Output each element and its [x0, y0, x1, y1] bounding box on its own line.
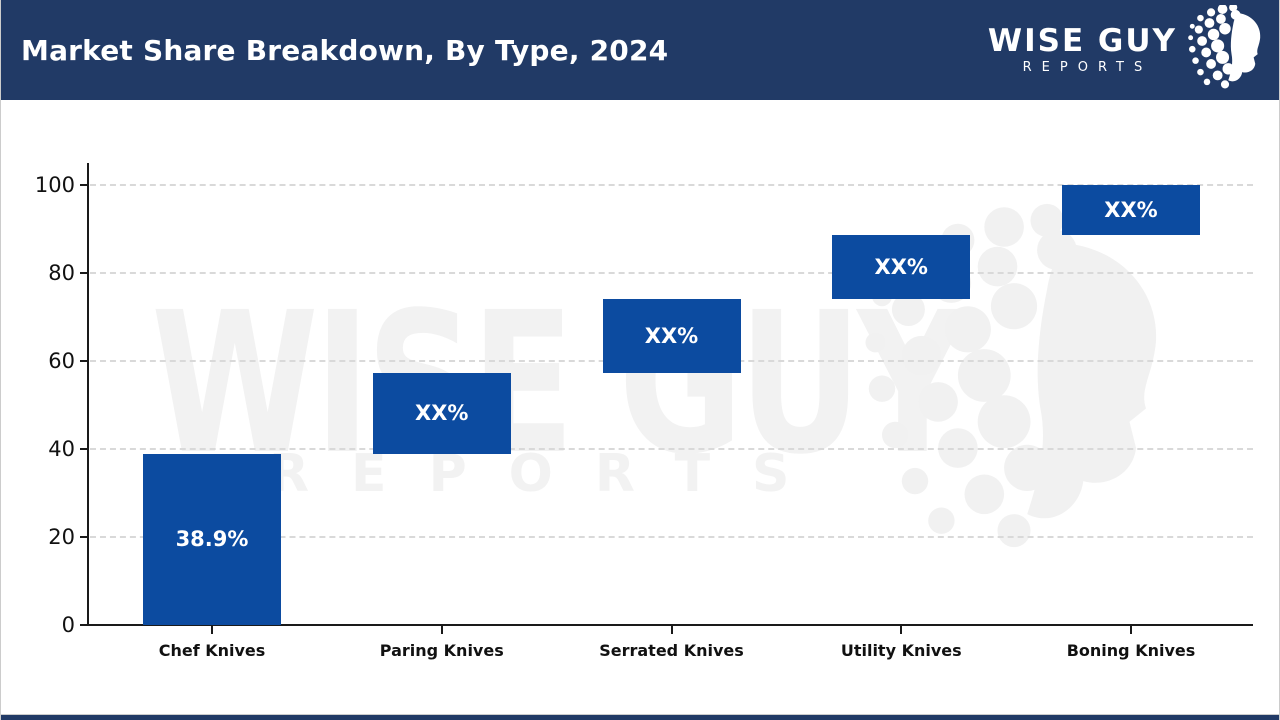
bar-value-label: XX% — [644, 324, 699, 349]
x-category-label-1: Paring Knives — [327, 641, 557, 660]
brand-logo-text: WISE GUY REPORTS — [988, 25, 1177, 75]
gridline-20 — [90, 536, 1253, 538]
gridline-80 — [90, 272, 1253, 274]
y-tick-label-20: 20 — [1, 525, 75, 549]
y-tick-label-0: 0 — [1, 613, 75, 637]
y-tick-80 — [80, 272, 88, 274]
bar-value-label: XX% — [874, 255, 928, 280]
y-tick-label-text: 0 — [61, 613, 75, 637]
x-category-label-text: Paring Knives — [379, 641, 504, 660]
footer-bar — [1, 714, 1279, 720]
x-tick-1 — [440, 626, 443, 634]
bar-value-label: XX% — [1104, 198, 1158, 223]
y-tick-label-text: 20 — [48, 525, 75, 549]
x-tick-4 — [1130, 626, 1132, 634]
gridline-40 — [90, 448, 1253, 450]
y-tick-label-40: 40 — [1, 437, 75, 461]
x-tick-3 — [900, 626, 903, 634]
y-tick-label-text: 80 — [48, 261, 75, 285]
x-category-label-4: Boning Knives — [1016, 641, 1246, 660]
x-tick-2 — [670, 626, 673, 634]
header: Market Share Breakdown, By Type, 2024 WI… — [1, 0, 1279, 100]
x-axis-line — [87, 624, 1253, 626]
dotted-face-profile-icon — [1188, 5, 1261, 89]
bar-2: XX% — [602, 299, 741, 373]
x-category-label-text: Serrated Knives — [599, 641, 744, 660]
y-tick-label-text: 40 — [48, 437, 75, 461]
x-category-label-2: Serrated Knives — [557, 641, 787, 660]
x-tick-0 — [211, 626, 213, 634]
y-tick-label-100: 100 — [1, 173, 75, 197]
bar-3: XX% — [832, 235, 971, 300]
watermark-subtext: REPORTS — [269, 444, 832, 504]
x-category-label-text: Chef Knives — [158, 641, 266, 660]
y-tick-0 — [80, 624, 88, 626]
watermark-wordmark: WISE GUY — [151, 270, 968, 497]
y-tick-20 — [80, 536, 88, 538]
bar-1: XX% — [372, 372, 511, 454]
y-tick-40 — [80, 448, 88, 450]
y-axis-line — [87, 163, 89, 626]
y-tick-100 — [80, 184, 88, 186]
x-category-label-0: Chef Knives — [97, 641, 327, 660]
logo-wordmark: WISE GUY — [987, 23, 1177, 60]
x-category-label-3: Utility Knives — [786, 641, 1016, 660]
y-tick-label-text: 100 — [34, 173, 75, 197]
gridline-100 — [90, 184, 1253, 186]
brand-logo: WISE GUY REPORTS — [988, 5, 1267, 95]
page-title: Market Share Breakdown, By Type, 2024 — [21, 33, 669, 67]
x-category-label-text: Utility Knives — [840, 641, 962, 660]
bar-0: 38.9% — [143, 453, 281, 625]
bar-value-label: 38.9% — [175, 527, 249, 552]
y-tick-label-80: 80 — [1, 261, 75, 285]
y-tick-60 — [80, 360, 88, 362]
y-tick-label-60: 60 — [1, 349, 75, 373]
bar-4: XX% — [1062, 185, 1200, 236]
x-category-label-text: Boning Knives — [1066, 641, 1196, 660]
y-tick-label-text: 60 — [48, 349, 75, 373]
bar-value-label: XX% — [415, 401, 469, 426]
logo-subtext: REPORTS — [1022, 59, 1153, 75]
